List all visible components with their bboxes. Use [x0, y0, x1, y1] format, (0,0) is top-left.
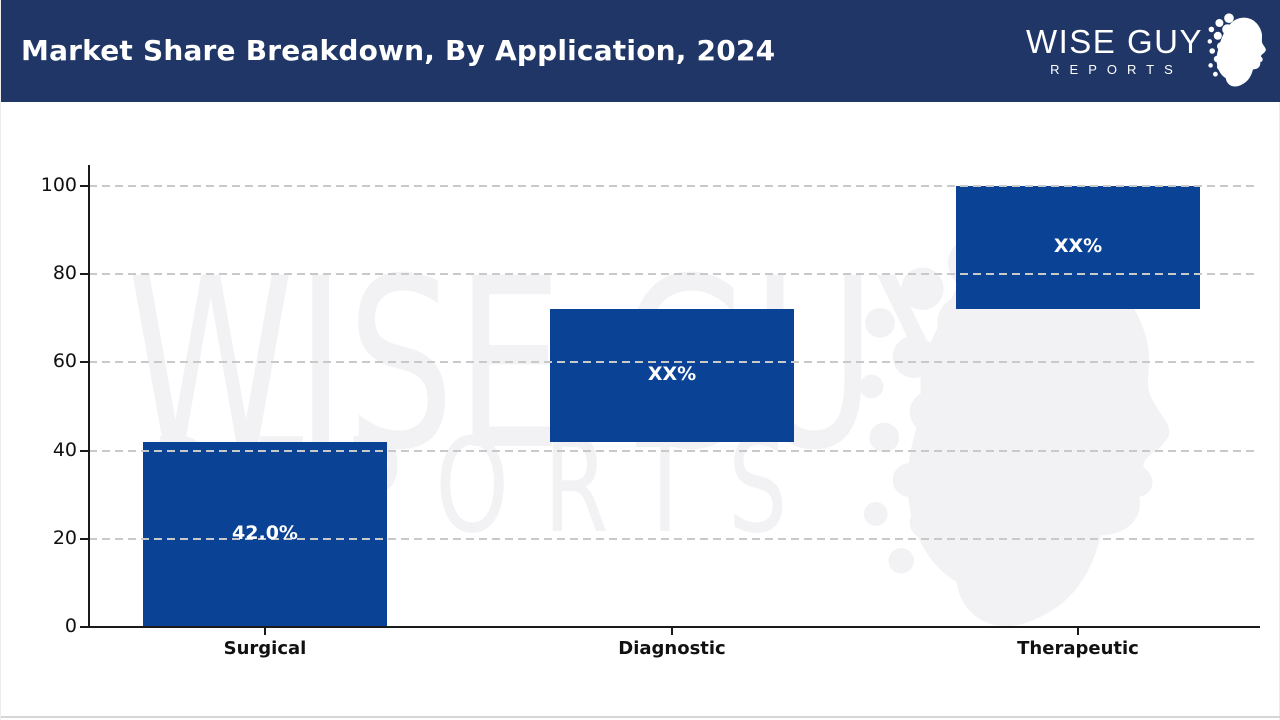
y-tick — [80, 185, 89, 187]
x-axis-line — [88, 626, 1260, 628]
y-tick — [80, 450, 89, 452]
x-category-label: Surgical — [223, 638, 307, 659]
y-axis-line — [88, 165, 90, 628]
y-gridline — [89, 450, 1259, 452]
logo-wise-guy-text: WISE GUY — [1025, 22, 1203, 60]
x-tick — [671, 628, 673, 635]
y-tick — [80, 538, 89, 540]
y-tick-label: 100 — [40, 174, 77, 196]
logo-reports-text: REPORTS — [1050, 62, 1183, 78]
x-tick — [1077, 628, 1079, 635]
bottom-border — [1, 716, 1280, 718]
x-category-label: Diagnostic — [618, 638, 726, 659]
bar-value-label: XX% — [647, 362, 697, 385]
x-tick — [264, 628, 266, 635]
chart-title: Market Share Breakdown, By Application, … — [21, 34, 776, 67]
logo-face-icon — [1205, 5, 1269, 97]
y-gridline — [89, 185, 1259, 187]
logo-text: WISE GUY REPORTS — [1025, 22, 1203, 78]
x-category-label: Therapeutic — [1017, 638, 1139, 659]
y-tick-label: 80 — [52, 262, 77, 284]
bar-therapeutic — [956, 186, 1200, 309]
y-gridline — [89, 538, 1259, 540]
y-tick — [80, 626, 89, 628]
bar-surgical — [143, 442, 387, 627]
bar-value-label: XX% — [1053, 234, 1103, 257]
y-tick-label: 60 — [52, 350, 77, 372]
header-bar: Market Share Breakdown, By Application, … — [1, 0, 1280, 102]
y-tick-label: 0 — [64, 615, 77, 637]
bar-diagnostic — [550, 309, 794, 442]
y-gridline — [89, 361, 1259, 363]
y-tick-label: 20 — [52, 527, 77, 549]
y-tick — [80, 273, 89, 275]
y-tick — [80, 361, 89, 363]
y-tick-label: 40 — [52, 439, 77, 461]
y-gridline — [89, 273, 1259, 275]
bar-value-label: 42.0% — [232, 521, 298, 544]
wise-guy-reports-logo: WISE GUY REPORTS — [1026, 0, 1269, 102]
